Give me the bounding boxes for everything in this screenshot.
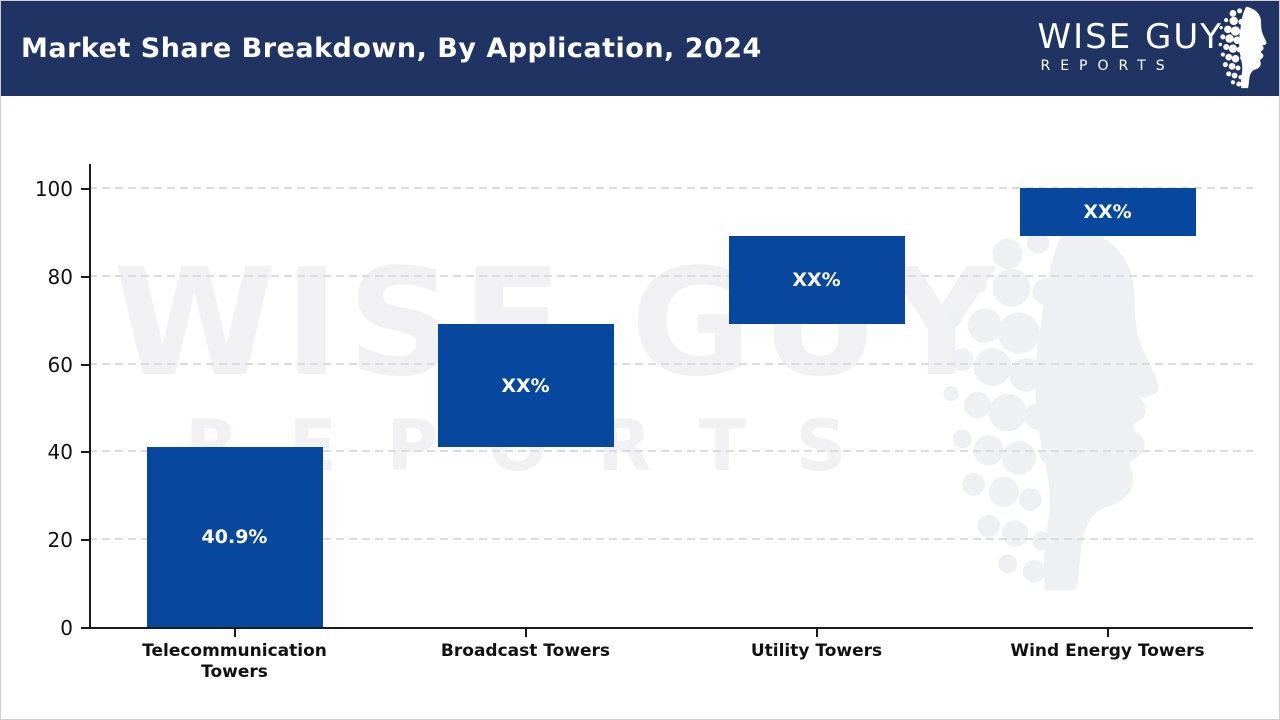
category-label: Broadcast Towers [440,641,611,661]
gridline-60 [89,362,1253,365]
x-tick [524,629,527,637]
wiseguy-logo: WISE GUY REPORTS [1037,5,1271,89]
y-tick-20 [81,539,89,542]
y-tick-0 [81,627,89,629]
wiseguy-logo-text: WISE GUY REPORTS [1037,17,1223,74]
x-tick [815,629,818,637]
category-label: Utility Towers [750,641,883,661]
y-tick-label-20: 20 [47,528,73,553]
logo-wordmark: WISE GUY [1037,17,1223,58]
y-tick-60 [81,363,89,366]
x-tick [233,629,236,637]
gridline-40 [89,450,1253,453]
logo-subtitle: REPORTS [1040,57,1175,74]
category-label: Telecommunication Towers [142,641,327,683]
bar-segment: XX% [728,236,905,325]
bar-segment: 40.9% [146,447,323,627]
y-axis [89,164,91,629]
gridline-80 [89,274,1253,277]
bar-value-label: XX% [1083,201,1132,224]
category-label: Wind Energy Towers [1010,641,1205,661]
bar-value-label: XX% [501,374,550,397]
x-axis [89,627,1253,629]
bar-value-label: 40.9% [201,526,268,549]
y-tick-40 [81,451,89,454]
wiseguy-head-icon [1218,6,1267,89]
bar-segment: XX% [1019,188,1196,237]
page-title: Market Share Breakdown, By Application, … [21,33,762,64]
y-tick-label-100: 100 [34,177,73,201]
y-tick-label-80: 80 [47,264,73,289]
y-tick-100 [81,188,89,190]
y-tick-label-0: 0 [60,616,73,640]
bar-segment: XX% [437,324,614,448]
header: Market Share Breakdown, By Application, … [1,1,1279,96]
y-tick-80 [81,275,89,278]
y-tick-label-60: 60 [47,352,73,377]
x-tick [1106,629,1109,637]
gridline-20 [89,538,1253,541]
bar-value-label: XX% [792,269,841,292]
gridline-100 [89,187,1253,189]
y-tick-label-40: 40 [47,440,73,465]
